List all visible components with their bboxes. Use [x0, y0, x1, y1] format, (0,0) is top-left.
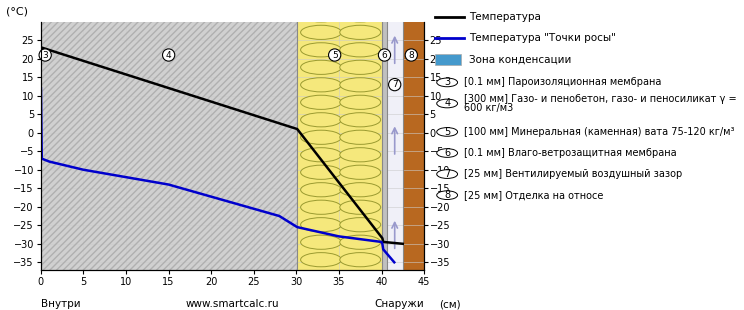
Text: [300 мм] Газо- и пенобетон, газо- и пеносиликат γ =: [300 мм] Газо- и пенобетон, газо- и пено… — [464, 95, 736, 104]
Text: 5: 5 — [332, 51, 338, 60]
Ellipse shape — [340, 253, 381, 267]
Ellipse shape — [301, 253, 341, 267]
Text: www.smartcalc.ru: www.smartcalc.ru — [186, 299, 279, 309]
Ellipse shape — [340, 78, 381, 92]
Text: (°C): (°C) — [7, 7, 28, 17]
Text: 6: 6 — [382, 51, 388, 60]
Ellipse shape — [301, 95, 341, 109]
Ellipse shape — [301, 130, 341, 144]
Ellipse shape — [340, 60, 381, 74]
Text: (см): (см) — [440, 299, 461, 309]
Text: 6: 6 — [444, 148, 450, 158]
Ellipse shape — [340, 113, 381, 127]
Ellipse shape — [340, 95, 381, 109]
Ellipse shape — [340, 43, 381, 57]
Ellipse shape — [340, 218, 381, 232]
Text: 600 кг/м3: 600 кг/м3 — [464, 103, 513, 113]
Text: 3: 3 — [444, 78, 450, 87]
Ellipse shape — [301, 43, 341, 57]
Ellipse shape — [301, 60, 341, 74]
Ellipse shape — [301, 200, 341, 214]
Text: [0.1 мм] Пароизоляционная мембрана: [0.1 мм] Пароизоляционная мембрана — [464, 78, 661, 87]
Text: 3: 3 — [42, 51, 48, 60]
Text: Температура "Точки росы": Температура "Точки росы" — [469, 33, 615, 43]
Ellipse shape — [301, 183, 341, 197]
Bar — [41, 22, 297, 270]
Text: Температура: Температура — [469, 12, 541, 22]
Text: [25 мм] Отделка на относе: [25 мм] Отделка на относе — [464, 190, 603, 200]
Ellipse shape — [301, 25, 341, 39]
Bar — [403, 22, 424, 270]
Text: Внутри: Внутри — [41, 299, 80, 309]
Ellipse shape — [301, 113, 341, 127]
Ellipse shape — [301, 235, 341, 249]
Text: 8: 8 — [444, 190, 450, 200]
Text: 8: 8 — [408, 51, 414, 60]
Text: [0.1 мм] Влаго-ветрозащитная мембрана: [0.1 мм] Влаго-ветрозащитная мембрана — [464, 148, 676, 158]
Text: 5: 5 — [444, 127, 450, 137]
Ellipse shape — [340, 148, 381, 162]
Bar — [41, 22, 297, 270]
Bar — [297, 22, 382, 270]
Ellipse shape — [340, 200, 381, 214]
Text: 7: 7 — [444, 169, 450, 179]
Ellipse shape — [301, 218, 341, 232]
Ellipse shape — [340, 8, 381, 22]
Ellipse shape — [340, 25, 381, 39]
Ellipse shape — [301, 148, 341, 162]
Ellipse shape — [301, 78, 341, 92]
Text: [100 мм] Минеральная (каменная) вата 75-120 кг/м³: [100 мм] Минеральная (каменная) вата 75-… — [464, 127, 734, 137]
Ellipse shape — [340, 165, 381, 179]
Bar — [387, 22, 403, 270]
Text: Зона конденсации: Зона конденсации — [469, 54, 571, 64]
Ellipse shape — [340, 183, 381, 197]
Text: [25 мм] Вентилируемый воздушный зазор: [25 мм] Вентилируемый воздушный зазор — [464, 169, 682, 179]
Text: Снаружи: Снаружи — [374, 299, 424, 309]
Bar — [382, 22, 387, 270]
Ellipse shape — [340, 235, 381, 249]
Text: 4: 4 — [444, 99, 450, 108]
Ellipse shape — [301, 8, 341, 22]
Text: 7: 7 — [392, 80, 397, 89]
Ellipse shape — [301, 165, 341, 179]
Ellipse shape — [340, 130, 381, 144]
Text: 4: 4 — [166, 51, 171, 60]
